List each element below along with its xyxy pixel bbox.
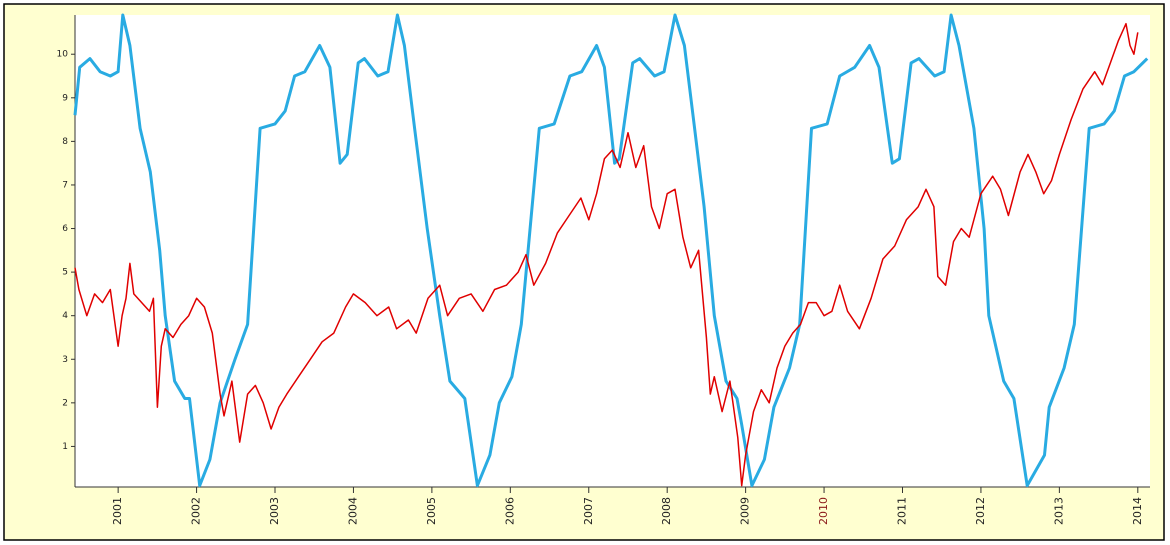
y-tick-label: 1 xyxy=(62,442,68,452)
y-tick-label: 3 xyxy=(62,355,68,365)
x-tick-label: 2014 xyxy=(1131,497,1144,525)
y-tick-label: 9 xyxy=(62,93,68,103)
y-tick-label: 8 xyxy=(62,137,68,147)
lines xyxy=(73,13,1149,488)
series-line xyxy=(74,22,1139,487)
y-tick-label: 7 xyxy=(62,180,68,190)
y-tick-label: 10 xyxy=(57,50,69,60)
y-tick-label: 5 xyxy=(62,268,68,278)
x-tick-label: 2005 xyxy=(425,497,438,525)
y-tick-label: 6 xyxy=(62,224,68,234)
x-tick-label: 2008 xyxy=(660,497,673,525)
plot-area xyxy=(75,15,1150,487)
y-tick-label: 2 xyxy=(62,398,68,408)
x-tick-label: 2007 xyxy=(582,497,595,525)
series-line xyxy=(73,13,1149,488)
x-tick-label: 2002 xyxy=(190,497,203,525)
x-tick-label: 2012 xyxy=(974,497,987,525)
x-tick-label: 2009 xyxy=(739,497,752,525)
x-tick-label: 2006 xyxy=(503,497,516,525)
x-tick-label: 2004 xyxy=(346,497,359,525)
y-tick-label: 4 xyxy=(62,311,68,321)
x-tick-label: 2001 xyxy=(111,497,124,525)
x-tick-label: 2011 xyxy=(895,497,908,525)
x-tick-label: 2013 xyxy=(1052,497,1065,525)
x-tick-label: 2010 xyxy=(817,497,830,525)
x-tick-label: 2003 xyxy=(268,497,281,525)
